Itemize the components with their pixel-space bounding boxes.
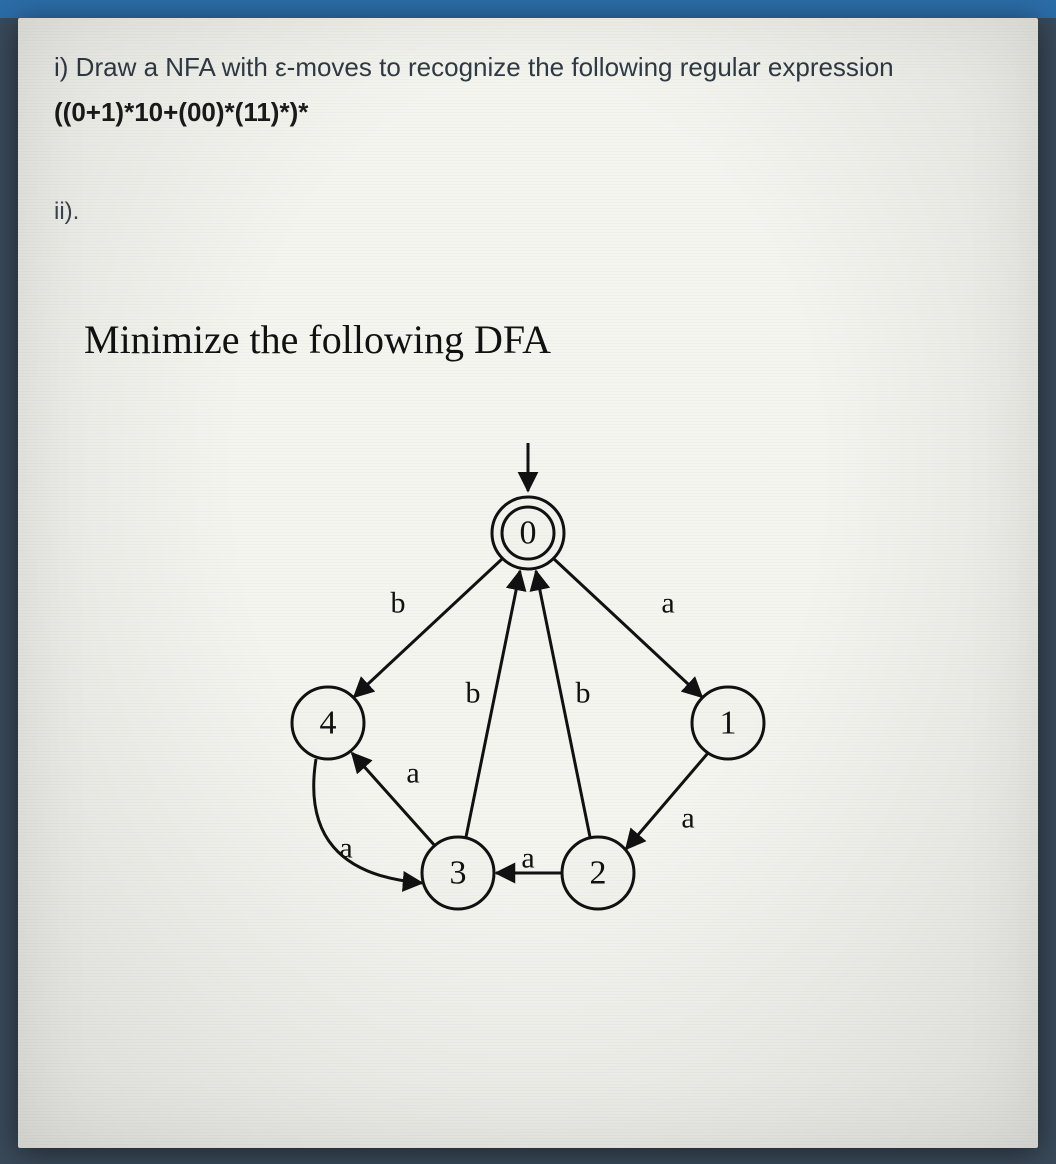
dfa-diagram: a b a a a a b b 0 1 2 3 4 [208, 403, 848, 963]
edge-label-3-4: a [406, 757, 419, 790]
state-3-label: 3 [450, 855, 467, 892]
state-1-label: 1 [720, 705, 737, 742]
edge-label-2-0: b [576, 677, 591, 710]
edge-1-2 [626, 753, 708, 849]
question-ii-title: Minimize the following DFA [84, 316, 1002, 363]
edge-label-0-1: a [661, 587, 674, 620]
edge-3-4 [352, 753, 436, 847]
state-4-label: 4 [320, 705, 337, 742]
edge-label-2-3: a [521, 842, 534, 875]
window-top-strip [0, 0, 1056, 18]
question-i-regex: ((0+1)*10+(00)*(11)*)* [54, 97, 1002, 128]
edge-label-1-2: a [681, 802, 694, 835]
question-ii-prefix: ii). [54, 198, 1002, 226]
state-0-label: 0 [520, 515, 537, 552]
edge-label-4-3: a [339, 832, 352, 865]
document-page: i) Draw a NFA with ε-moves to recognize … [18, 18, 1038, 1148]
edge-label-3-0: b [466, 677, 481, 710]
question-i-line: i) Draw a NFA with ε-moves to recognize … [54, 48, 1002, 87]
edge-label-0-4: b [391, 587, 406, 620]
state-2-label: 2 [590, 855, 607, 892]
question-i-text: Draw a NFA with ε-moves to recognize the… [76, 52, 894, 82]
dfa-diagram-container: a b a a a a b b 0 1 2 3 4 [54, 403, 1002, 963]
question-i-prefix: i) [54, 52, 76, 82]
